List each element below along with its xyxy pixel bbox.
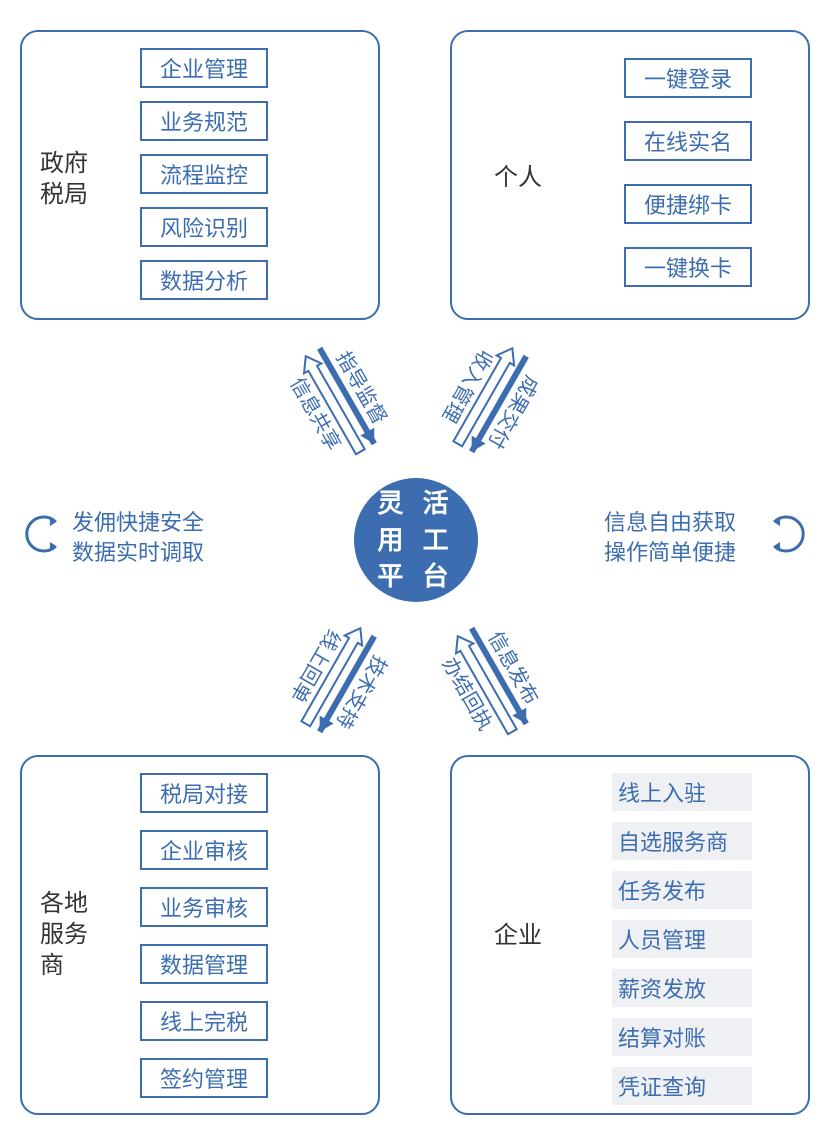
diagram-canvas: 政府 税局企业管理业务规范流程监控风险识别数据分析个人一键登录在线实名便捷绑卡一… [0, 0, 830, 1136]
connector-layer [0, 0, 830, 1136]
